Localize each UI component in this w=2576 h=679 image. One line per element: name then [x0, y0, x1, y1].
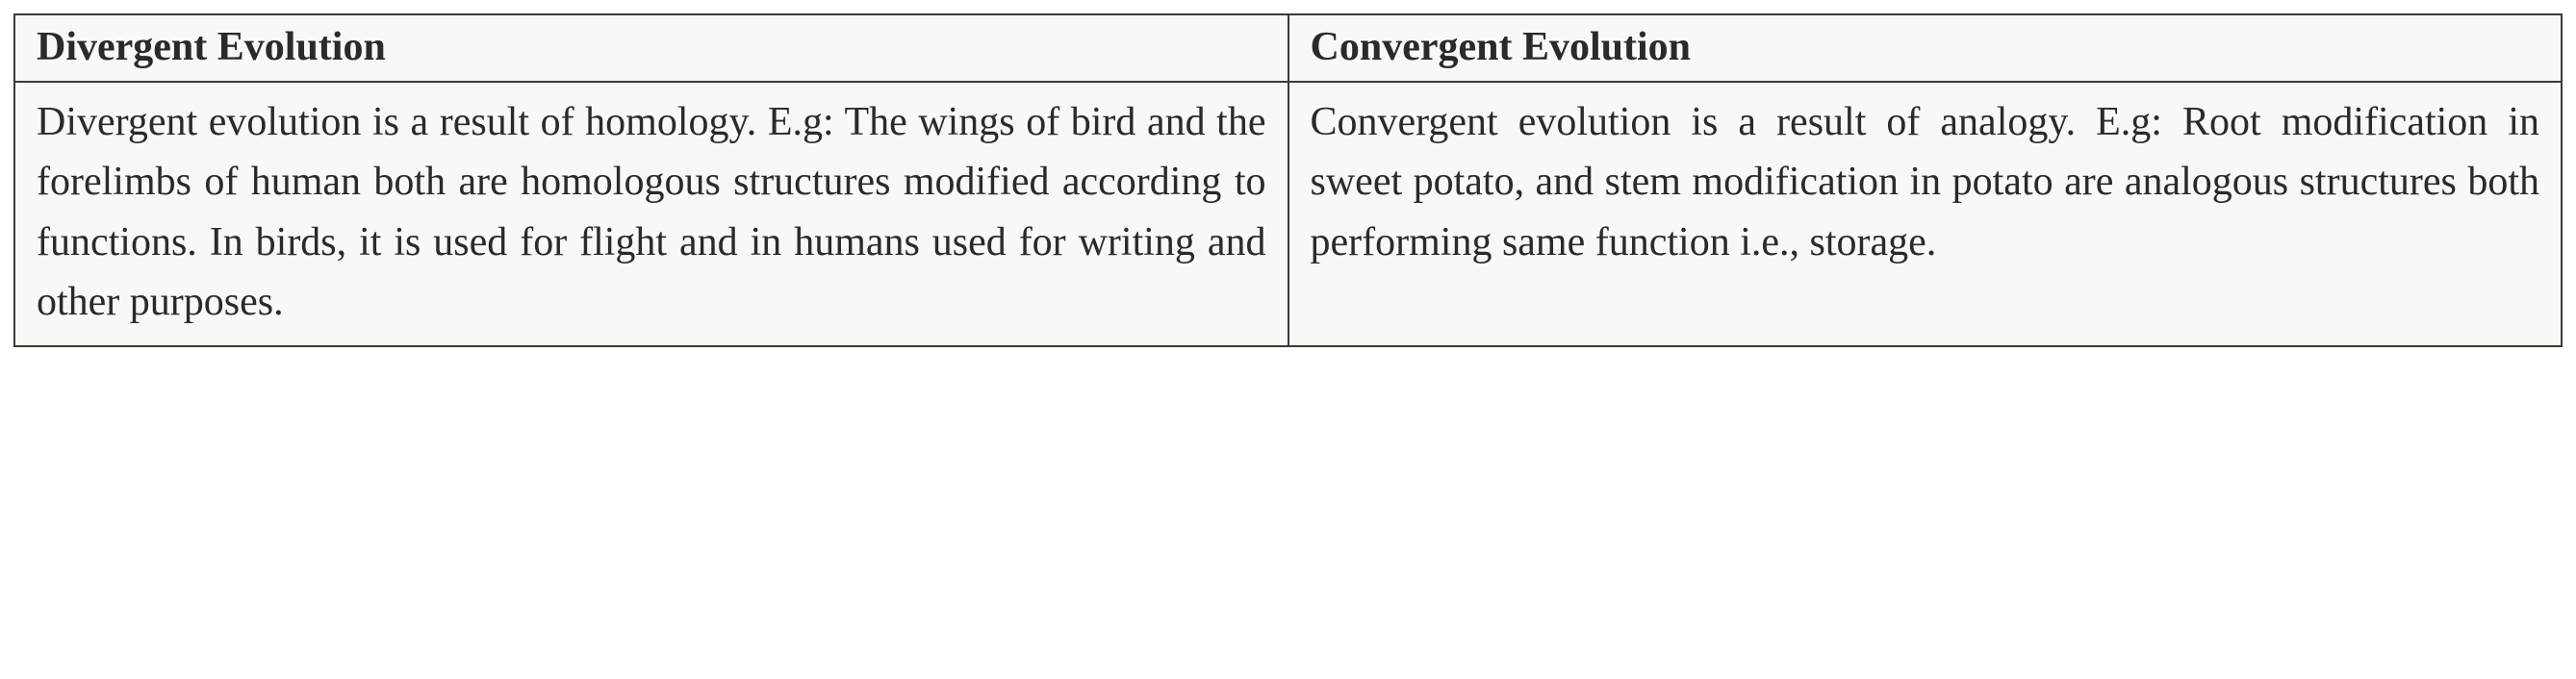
table-row: Divergent evolution is a result of homol…	[14, 82, 2562, 346]
col-header-convergent: Convergent Evolution	[1288, 14, 2563, 82]
evolution-comparison-table: Divergent Evolution Convergent Evolution…	[13, 13, 2563, 347]
cell-convergent-body: Convergent evolution is a result of anal…	[1288, 82, 2563, 346]
col-header-divergent: Divergent Evolution	[14, 14, 1288, 82]
cell-divergent-body: Divergent evolution is a result of homol…	[14, 82, 1288, 346]
table-header-row: Divergent Evolution Convergent Evolution	[14, 14, 2562, 82]
